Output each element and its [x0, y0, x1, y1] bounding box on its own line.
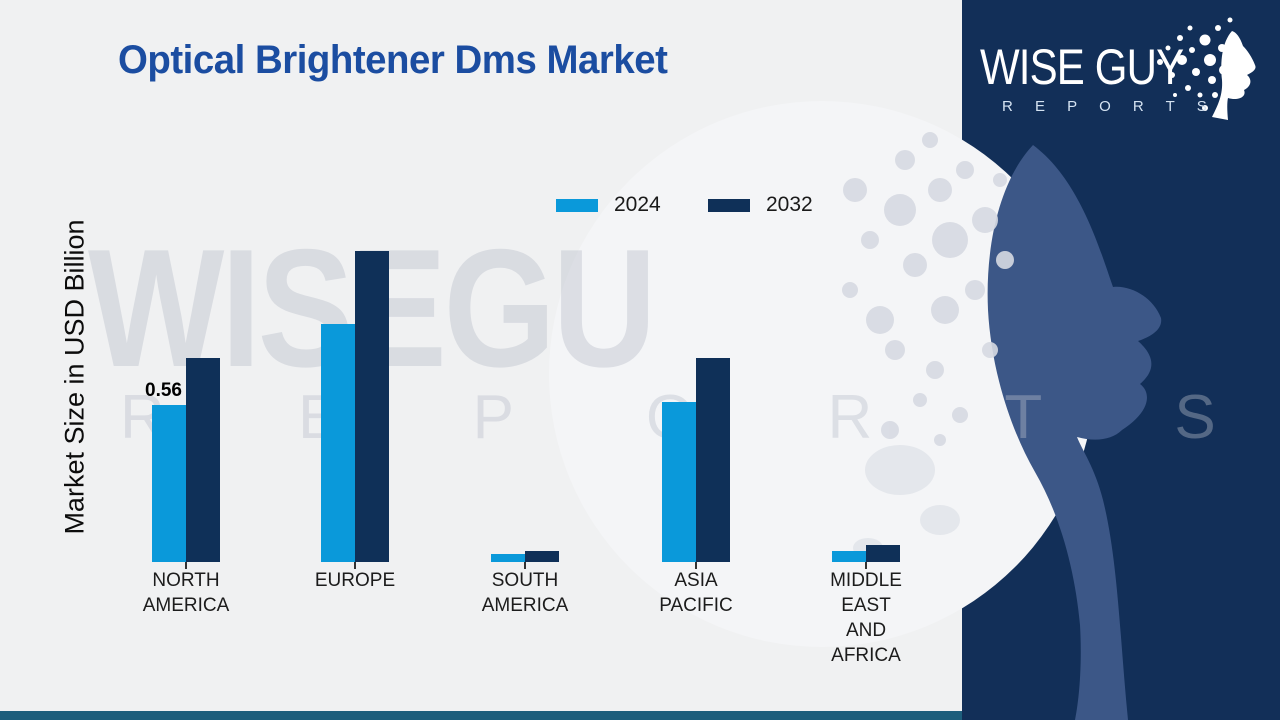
category-label-north-america: NORTH AMERICA: [142, 570, 230, 616]
logo-wiseguy-text: WISE GUY: [980, 39, 1184, 95]
logo-face-icon: [1212, 31, 1256, 120]
bar-2032-north-america[interactable]: [186, 358, 220, 562]
legend-swatch-2032: [708, 198, 750, 212]
logo-reports-text: R E P O R T S: [1002, 98, 1216, 115]
face-silhouette: [987, 145, 1162, 720]
bar-2032-south-america[interactable]: [525, 551, 559, 562]
legend-swatch-2024: [556, 198, 598, 212]
chart-title: Optical Brightener Dms Market: [118, 38, 668, 82]
y-axis-label: Market Size in USD Billion: [59, 219, 90, 535]
legend-label-2024: 2024: [614, 193, 661, 216]
category-label-asia-pacific: ASIA PACIFIC: [659, 570, 733, 616]
legend-label-2032: 2032: [766, 193, 813, 216]
bar-2032-asia-pacific[interactable]: [696, 358, 730, 562]
bar-2032-middle-east-and-africa[interactable]: [866, 545, 900, 562]
category-label-europe: EUROPE: [314, 570, 396, 591]
logo-dots: [1157, 17, 1233, 111]
data-label-2024: 0.56: [145, 380, 182, 401]
x-axis-tick: [695, 562, 697, 569]
bar-2024-south-america[interactable]: [491, 554, 525, 562]
category-label-middle-east-and-africa: MIDDLE EAST AND AFRICA: [830, 570, 902, 666]
watermark-face-shading: [853, 445, 960, 558]
legend-item-2024[interactable]: 2024: [556, 193, 661, 217]
footer-bar: [0, 711, 962, 720]
x-axis-tick: [185, 562, 187, 569]
bar-2024-north-america[interactable]: [152, 405, 186, 562]
bar-2032-europe[interactable]: [355, 251, 389, 562]
wiseguy-logo: WISE GUY R E P O R T S: [980, 38, 1222, 115]
x-axis-tick: [354, 562, 356, 569]
legend-item-2032[interactable]: 2032: [708, 193, 813, 217]
x-axis-tick: [524, 562, 526, 569]
bar-2024-asia-pacific[interactable]: [662, 402, 696, 562]
category-label-south-america: SOUTH AMERICA: [481, 570, 569, 616]
bar-2024-europe[interactable]: [321, 324, 355, 562]
x-axis-tick: [865, 562, 867, 569]
bar-2024-middle-east-and-africa[interactable]: [832, 551, 866, 562]
